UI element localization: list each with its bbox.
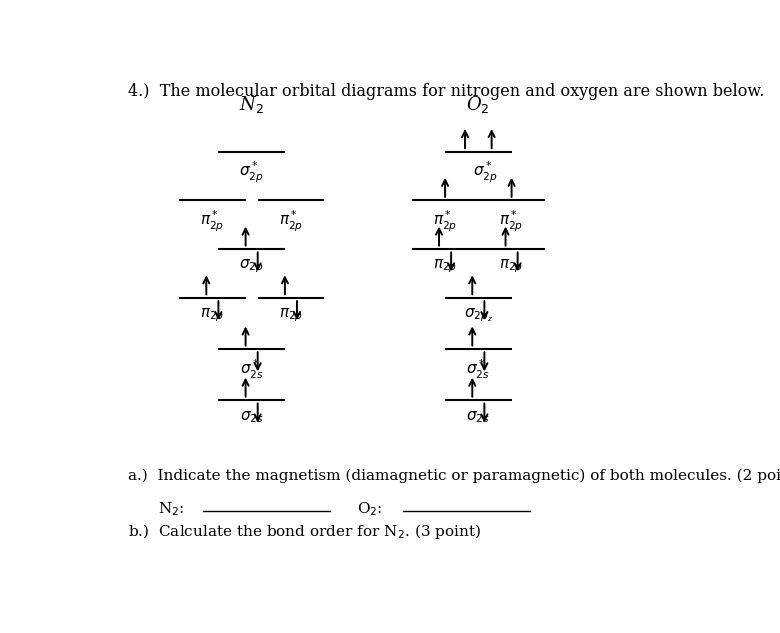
Text: N$_2$: N$_2$ [239, 94, 264, 115]
Text: $\pi_{2p}$: $\pi_{2p}$ [200, 306, 225, 324]
Text: $\sigma_{2s}$: $\sigma_{2s}$ [466, 409, 490, 425]
Text: $\sigma^*_{2s}$: $\sigma^*_{2s}$ [466, 358, 490, 381]
Text: $\sigma_{2s}$: $\sigma_{2s}$ [239, 409, 264, 425]
Text: O$_2$:: O$_2$: [357, 500, 383, 518]
Text: $\sigma_{2p_z}$: $\sigma_{2p_z}$ [463, 306, 493, 324]
Text: $\pi_{2p}$: $\pi_{2p}$ [278, 306, 303, 324]
Text: O$_2$: O$_2$ [466, 94, 490, 115]
Text: a.)  Indicate the magnetism (diamagnetic or paramagnetic) of both molecules. (2 : a.) Indicate the magnetism (diamagnetic … [128, 468, 780, 483]
Text: $\sigma^*_{2p}$: $\sigma^*_{2p}$ [473, 160, 498, 185]
Text: N$_2$:: N$_2$: [158, 500, 184, 518]
Text: 4.)  The molecular orbital diagrams for nitrogen and oxygen are shown below.: 4.) The molecular orbital diagrams for n… [128, 84, 764, 100]
Text: $\pi^*_{2p}$: $\pi^*_{2p}$ [433, 209, 457, 234]
Text: $\pi^*_{2p}$: $\pi^*_{2p}$ [200, 209, 225, 234]
Text: $\pi^*_{2p}$: $\pi^*_{2p}$ [278, 209, 303, 234]
Text: $\sigma^*_{2p}$: $\sigma^*_{2p}$ [239, 160, 264, 185]
Text: b.)  Calculate the bond order for N$_2$. (3 point): b.) Calculate the bond order for N$_2$. … [128, 522, 481, 541]
Text: $\pi^*_{2p}$: $\pi^*_{2p}$ [499, 209, 523, 234]
Text: $\pi_{2p}$: $\pi_{2p}$ [499, 258, 523, 275]
Text: $\pi_{2p}$: $\pi_{2p}$ [433, 258, 457, 275]
Text: $\sigma^*_{2s}$: $\sigma^*_{2s}$ [239, 358, 264, 381]
Text: $\sigma_{2p}$: $\sigma_{2p}$ [239, 258, 264, 275]
